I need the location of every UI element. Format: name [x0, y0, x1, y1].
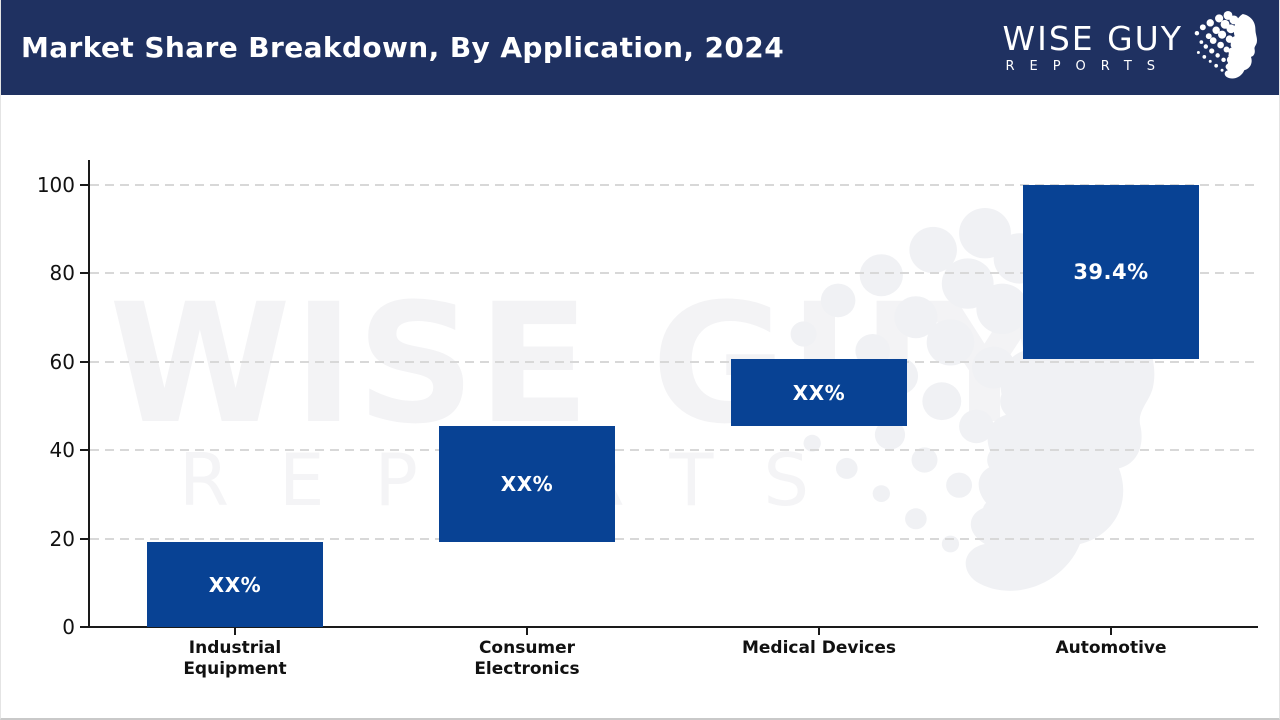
y-tickmark-0: [80, 626, 88, 628]
category-label-medical-devices: Medical Devices: [741, 638, 896, 658]
chart-title: Market Share Breakdown, By Application, …: [21, 31, 785, 64]
y-axis: [88, 160, 90, 628]
gridline-100: [90, 184, 1257, 186]
bar-consumer-electronics: XX%: [439, 426, 615, 543]
bar-value-label-consumer-electronics: XX%: [500, 472, 554, 497]
x-tickmark-medical-devices: [818, 628, 820, 635]
y-tickmark-20: [80, 537, 88, 540]
bar-value-label-industrial-equipment: XX%: [208, 572, 262, 597]
bar-medical-devices: XX%: [731, 359, 907, 427]
x-tickmark-automotive: [1110, 628, 1112, 635]
bar-industrial-equipment: XX%: [147, 542, 323, 627]
category-label-automotive: Automotive: [1055, 638, 1167, 658]
y-tick-label-60: 60: [49, 349, 75, 374]
x-axis: [88, 626, 1258, 628]
wiseguy-logo: WISE GUY REPORTS: [1002, 6, 1265, 90]
x-tickmark-industrial-equipment: [234, 628, 236, 635]
bar-automotive: 39.4%: [1023, 185, 1199, 360]
header-bar: Market Share Breakdown, By Application, …: [1, 0, 1279, 95]
logo-head-icon: [1194, 10, 1258, 78]
bar-value-label-automotive: 39.4%: [1073, 260, 1149, 285]
gridline-20: [90, 537, 1257, 540]
category-label-consumer-electronics: Consumer Electronics: [474, 638, 580, 679]
y-tickmark-60: [80, 360, 88, 363]
y-tick-label-100: 100: [36, 173, 75, 197]
bar-value-label-medical-devices: XX%: [792, 380, 846, 405]
gridline-60: [90, 360, 1257, 363]
y-tickmark-40: [80, 449, 88, 452]
y-tickmark-80: [80, 272, 88, 275]
y-tick-label-80: 80: [49, 261, 75, 286]
y-tick-label-20: 20: [49, 526, 75, 551]
logo-wordmark: WISE GUY: [1002, 19, 1183, 58]
y-tick-label-0: 0: [62, 615, 75, 639]
y-tick-label-40: 40: [49, 438, 75, 463]
wiseguy-logo-text: WISE GUY REPORTS: [1002, 19, 1183, 75]
gridline-40: [90, 449, 1257, 452]
category-label-industrial-equipment: Industrial Equipment: [183, 638, 287, 679]
y-tickmark-100: [80, 184, 88, 186]
logo-subtext: REPORTS: [1005, 59, 1171, 74]
gridline-80: [90, 272, 1257, 275]
x-tickmark-consumer-electronics: [526, 628, 528, 635]
